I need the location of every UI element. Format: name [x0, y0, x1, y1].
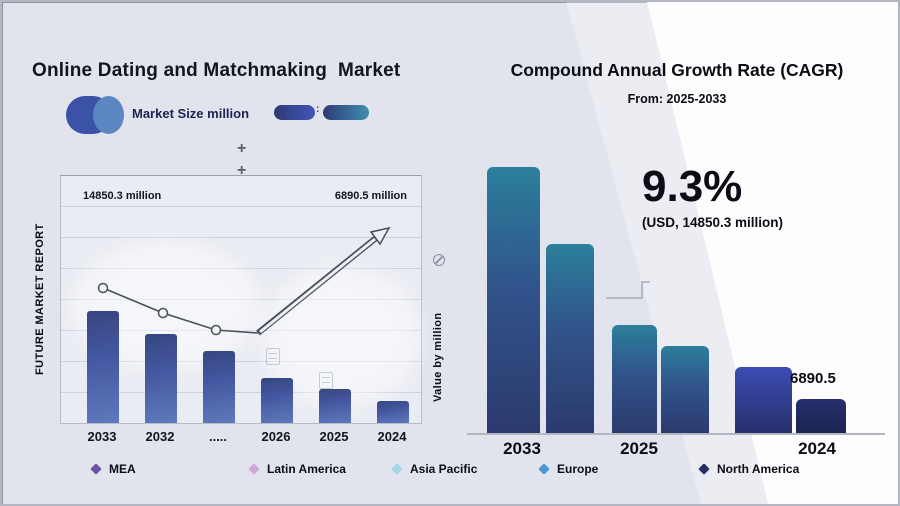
x-label-2033: 2033 — [87, 429, 117, 444]
legend-pill-right — [323, 105, 369, 120]
legend-item-asia-pacific: Asia Pacific — [391, 462, 478, 476]
legend-item-europe: Europe — [538, 462, 599, 476]
bar-..... — [203, 351, 235, 423]
x-label-2024: 2024 — [377, 429, 407, 444]
bar-2025 — [319, 389, 351, 423]
legend-separator: : — [316, 104, 320, 115]
plus-mark-icon: + — [237, 162, 247, 179]
trend-line-arrow — [97, 226, 391, 336]
cagr-bar-2025-2 — [661, 346, 709, 433]
market-size-legend: Market Size million : — [66, 94, 386, 136]
x-label-.....: ..... — [208, 429, 228, 444]
legend-pill-left — [274, 105, 315, 120]
legend-item-mea: MEA — [90, 462, 136, 476]
plus-mark-icon: + — [237, 140, 247, 157]
cagr-chart-axis-line — [467, 433, 885, 435]
cagr-bar-2033-1 — [487, 167, 540, 433]
bar-2033 — [87, 311, 119, 423]
document-watermark-icon — [319, 372, 333, 389]
legend-diamond-icon — [391, 463, 403, 475]
cagr-value: 9.3% — [642, 162, 743, 211]
value-by-million-label: Value by million — [432, 312, 444, 402]
legend-diamond-icon — [698, 463, 710, 475]
cagr-bar-2024-1 — [735, 367, 792, 433]
legend-diamond-icon — [248, 463, 260, 475]
cagr-x-label-2024: 2024 — [798, 439, 836, 458]
cagr-title: Compound Annual Growth Rate (CAGR) — [510, 60, 844, 80]
legend-label: Europe — [557, 462, 599, 476]
value-2033-annotation: 14850.3 million — [83, 190, 162, 202]
cagr-x-label-2033: 2033 — [503, 439, 541, 458]
x-label-2032: 2032 — [145, 429, 175, 444]
document-watermark-icon — [266, 348, 280, 365]
market-size-chart: 14850.3 million 6890.5 million — [60, 175, 422, 424]
cagr-chart — [467, 162, 887, 433]
bar-value-6890-label: 6890.5 — [790, 370, 836, 387]
legend-item-latin-america: Latin America — [248, 462, 346, 476]
value-2024-annotation: 6890.5 million — [334, 190, 407, 202]
legend-label: North America — [717, 462, 800, 476]
bar-2032 — [145, 334, 177, 423]
bar-2026 — [261, 378, 293, 423]
market-size-label: Market Size million — [132, 106, 250, 121]
bar-2024 — [377, 401, 409, 423]
legend-label: Latin America — [267, 462, 346, 476]
cylinder-icon — [66, 96, 124, 134]
legend-label: MEA — [109, 462, 136, 476]
left-axis-brand-label: FUTURE MARKET REPORT — [34, 223, 46, 376]
legend-item-north-america: North America — [698, 462, 800, 476]
market-title: Online Dating and Matchmaking Market — [32, 60, 401, 81]
cagr-subtitle: From: 2025-2033 — [627, 92, 727, 106]
legend-diamond-icon — [90, 463, 102, 475]
cagr-bar-2024-2 — [796, 399, 846, 433]
region-legend: MEA Latin America Asia Pacific Europe North … — [2, 462, 822, 492]
cagr-x-label-2025: 2025 — [620, 439, 658, 458]
cagr-bar-2025-1 — [612, 325, 657, 433]
legend-label: Asia Pacific — [410, 462, 478, 476]
cagr-note: (USD, 14850.3 million) — [642, 215, 784, 230]
cagr-bar-2033-2 — [546, 244, 594, 433]
step-line-icon — [606, 281, 650, 299]
x-label-2025: 2025 — [319, 429, 349, 444]
legend-diamond-icon — [538, 463, 550, 475]
circle-slash-icon — [433, 254, 445, 266]
x-label-2026: 2026 — [261, 429, 291, 444]
